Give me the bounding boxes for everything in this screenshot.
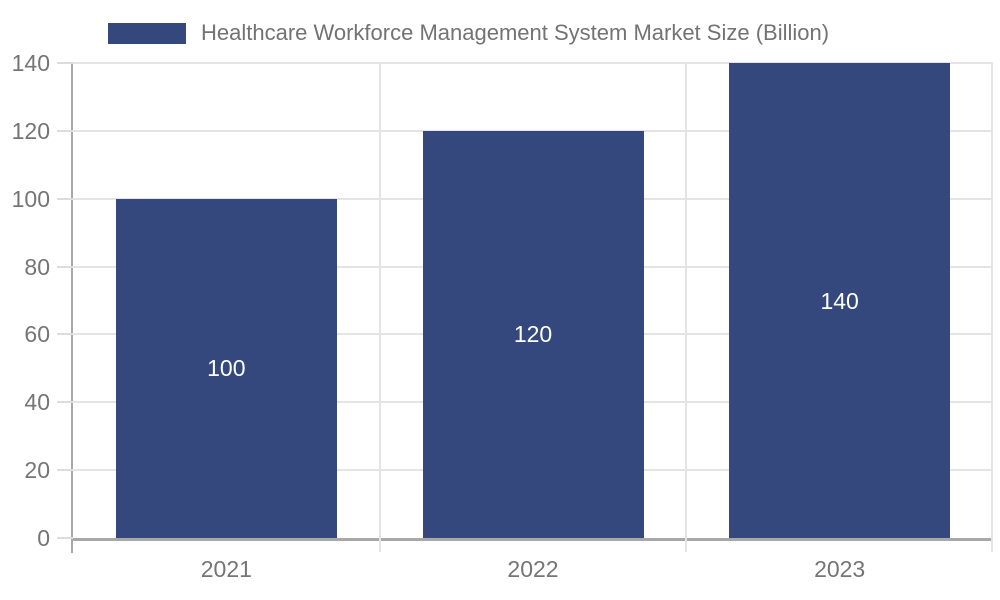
y-tick-label: 120 xyxy=(11,117,50,144)
y-tick xyxy=(57,265,73,268)
y-tick xyxy=(57,197,73,200)
bar xyxy=(115,198,337,538)
y-tick-label: 40 xyxy=(24,389,50,416)
y-axis-line xyxy=(71,63,73,553)
bar-value-label: 120 xyxy=(513,321,553,348)
y-tick xyxy=(57,129,73,132)
y-tick-label: 60 xyxy=(24,321,50,348)
x-tick-label: 2022 xyxy=(507,556,559,582)
y-tick-label: 80 xyxy=(24,253,50,280)
legend-label: Healthcare Workforce Management System M… xyxy=(201,20,830,45)
category-boundary-line xyxy=(378,63,381,552)
bar-value-label: 140 xyxy=(820,287,859,314)
plot-right-border xyxy=(991,63,993,552)
gridline xyxy=(73,62,993,64)
bar xyxy=(729,63,951,538)
y-tick xyxy=(57,537,73,539)
y-tick xyxy=(57,469,73,472)
y-tick-label: 100 xyxy=(11,185,50,212)
legend: Healthcare Workforce Management System M… xyxy=(108,17,829,49)
legend-swatch xyxy=(108,22,186,44)
y-tick xyxy=(57,62,73,64)
bar xyxy=(422,130,644,538)
bar-value-label: 100 xyxy=(207,355,246,382)
y-tick-label: 0 xyxy=(37,525,50,551)
category-boundary-line xyxy=(685,63,688,552)
y-tick-label: 20 xyxy=(24,457,50,484)
x-tick-label: 2021 xyxy=(200,556,252,582)
y-tick-label: 140 xyxy=(11,50,50,76)
y-tick xyxy=(57,401,73,404)
y-tick xyxy=(57,333,73,336)
plot-area: 100 120 140 xyxy=(73,62,993,552)
x-tick-label: 2023 xyxy=(814,556,866,582)
x-axis-line xyxy=(73,538,993,541)
